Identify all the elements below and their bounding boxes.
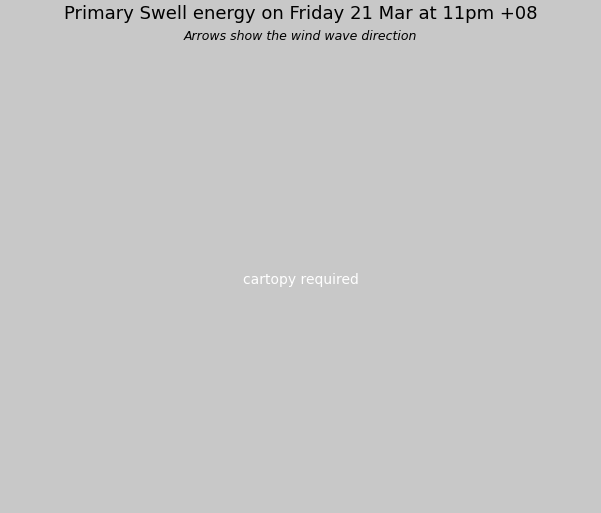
Text: cartopy required: cartopy required — [243, 273, 358, 287]
Text: Arrows show the wind wave direction: Arrows show the wind wave direction — [184, 30, 417, 43]
Text: Primary Swell energy on Friday 21 Mar at 11pm +08: Primary Swell energy on Friday 21 Mar at… — [64, 5, 537, 23]
